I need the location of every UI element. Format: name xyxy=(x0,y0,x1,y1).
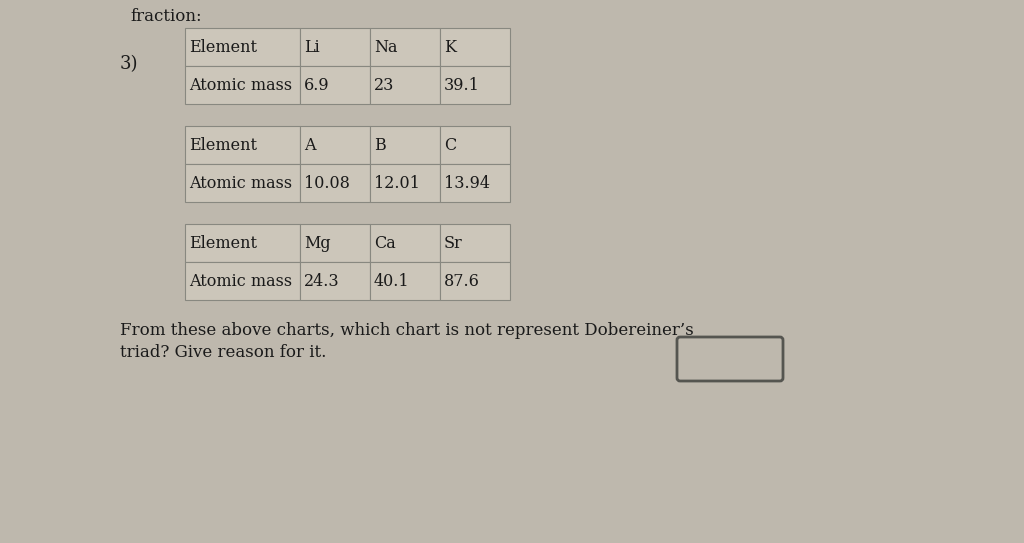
Bar xyxy=(185,224,300,262)
Bar xyxy=(370,126,440,164)
Text: Atomic mass: Atomic mass xyxy=(189,273,292,289)
Bar xyxy=(370,66,440,104)
Bar xyxy=(185,66,300,104)
Text: K: K xyxy=(444,39,456,55)
Text: B: B xyxy=(374,136,386,154)
Bar xyxy=(370,224,440,262)
Bar xyxy=(440,164,510,202)
Text: C: C xyxy=(444,136,457,154)
Text: 87.6: 87.6 xyxy=(444,273,480,289)
Text: 24.3: 24.3 xyxy=(304,273,340,289)
Text: Atomic mass: Atomic mass xyxy=(189,77,292,93)
Bar xyxy=(300,224,370,262)
Text: Mg: Mg xyxy=(304,235,331,251)
Bar xyxy=(370,28,440,66)
Bar xyxy=(440,28,510,66)
Text: Li: Li xyxy=(304,39,319,55)
Bar xyxy=(300,66,370,104)
Text: 39.1: 39.1 xyxy=(444,77,480,93)
Bar xyxy=(440,126,510,164)
Text: triad? Give reason for it.: triad? Give reason for it. xyxy=(120,344,327,361)
Text: Na: Na xyxy=(374,39,397,55)
Text: Element: Element xyxy=(189,136,257,154)
Bar xyxy=(185,164,300,202)
Text: fraction:: fraction: xyxy=(130,8,202,25)
Bar xyxy=(440,224,510,262)
Bar xyxy=(370,262,440,300)
Text: Atomic mass: Atomic mass xyxy=(189,174,292,192)
Text: From these above charts, which chart is not represent Dobereiner’s: From these above charts, which chart is … xyxy=(120,322,693,339)
Bar xyxy=(185,126,300,164)
Bar xyxy=(300,262,370,300)
Text: Element: Element xyxy=(189,235,257,251)
Bar xyxy=(185,28,300,66)
Bar xyxy=(440,66,510,104)
Text: 10.08: 10.08 xyxy=(304,174,350,192)
Bar xyxy=(300,164,370,202)
Bar xyxy=(300,126,370,164)
Text: Ca: Ca xyxy=(374,235,395,251)
Text: 13.94: 13.94 xyxy=(444,174,490,192)
Bar xyxy=(185,262,300,300)
Bar xyxy=(440,262,510,300)
Bar xyxy=(370,164,440,202)
Text: 40.1: 40.1 xyxy=(374,273,410,289)
Bar xyxy=(300,28,370,66)
Text: 6.9: 6.9 xyxy=(304,77,330,93)
Text: 23: 23 xyxy=(374,77,394,93)
Text: A: A xyxy=(304,136,315,154)
Text: 3): 3) xyxy=(120,55,138,73)
Text: Sr: Sr xyxy=(444,235,463,251)
Text: Element: Element xyxy=(189,39,257,55)
Text: 12.01: 12.01 xyxy=(374,174,420,192)
FancyBboxPatch shape xyxy=(677,337,783,381)
